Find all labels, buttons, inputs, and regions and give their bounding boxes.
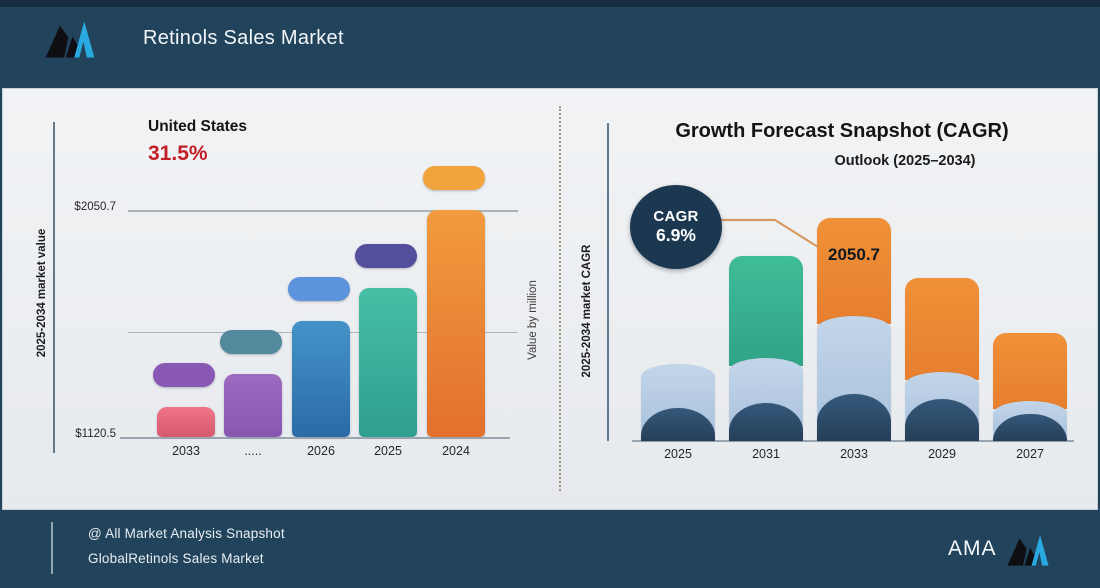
footer-divider-line [51,522,53,574]
bar-cap-2025 [355,244,417,269]
bar-cap-2033 [153,363,215,388]
right-chart-title: Growth Forecast Snapshot (CAGR) [675,120,1009,142]
y-tick-label: $2050.7 [74,201,116,213]
left-chart-country-label: United States [148,118,248,135]
segment-top-2027 [993,333,1067,409]
x-label: 2024 [442,444,470,458]
x-label: 2031 [752,447,780,461]
ama-logo-icon [45,21,95,58]
right-y-axis-line [607,123,609,441]
segment-base-2029 [905,399,979,441]
x-label: 2026 [307,444,335,458]
bar-value-callout: 2050.7 [828,245,880,264]
cagr-badge-label: CAGR [653,208,699,225]
footer-credit-2: GlobalRetinols Sales Market [88,551,264,566]
bar-cap-2026 [288,276,350,301]
gridline [128,210,518,212]
cagr-badge-value: 6.9% [656,225,696,245]
x-label: 2029 [928,447,956,461]
segment-top-2033 [817,218,891,325]
value-by-million-label: Value by million [527,280,539,360]
main-panel: 2025-2034 market value United States 31.… [2,88,1098,510]
bar-cap-2024 [423,166,485,190]
ama-logo-icon-footer [1007,535,1049,566]
segment-base-2031 [729,403,803,441]
x-label: 2025 [664,447,692,461]
bar-2024 [427,210,485,437]
x-label: 2027 [1016,447,1044,461]
right-plot: 2025 2031 2033 2029 2027 [634,113,1074,461]
segment-top-2031 [729,256,803,367]
left-x-axis-line [120,437,510,439]
y-tick-label: $1120.5 [75,428,116,440]
bar-2026 [292,320,350,437]
x-label: 2025 [374,444,402,458]
bar-cap-..... [220,329,282,354]
bar-2025 [359,288,417,437]
left-plot: 2033..... 2026 2025 2024 [128,110,518,458]
left-y-axis-line [53,122,55,453]
x-label: 2033 [840,447,868,461]
right-y-axis-label: 2025-2034 market CAGR [581,244,593,378]
bar-2033 [157,407,215,437]
x-label: ..... [244,444,262,458]
panel-divider [559,106,561,491]
page-title: Retinols Sales Market [143,27,344,49]
segment-top-2029 [905,278,979,381]
x-label: 2033 [172,444,200,458]
footer-brand-text: AMA [948,537,997,560]
left-chart-growth-value: 31.5% [148,142,208,165]
bar-..... [224,373,282,437]
footer-credit-1: @ All Market Analysis Snapshot [88,526,285,541]
cagr-badge: CAGR 6.9% [630,185,722,269]
segment-base-2033 [817,394,891,441]
right-chart-subtitle: Outlook (2025–2034) [834,153,976,169]
